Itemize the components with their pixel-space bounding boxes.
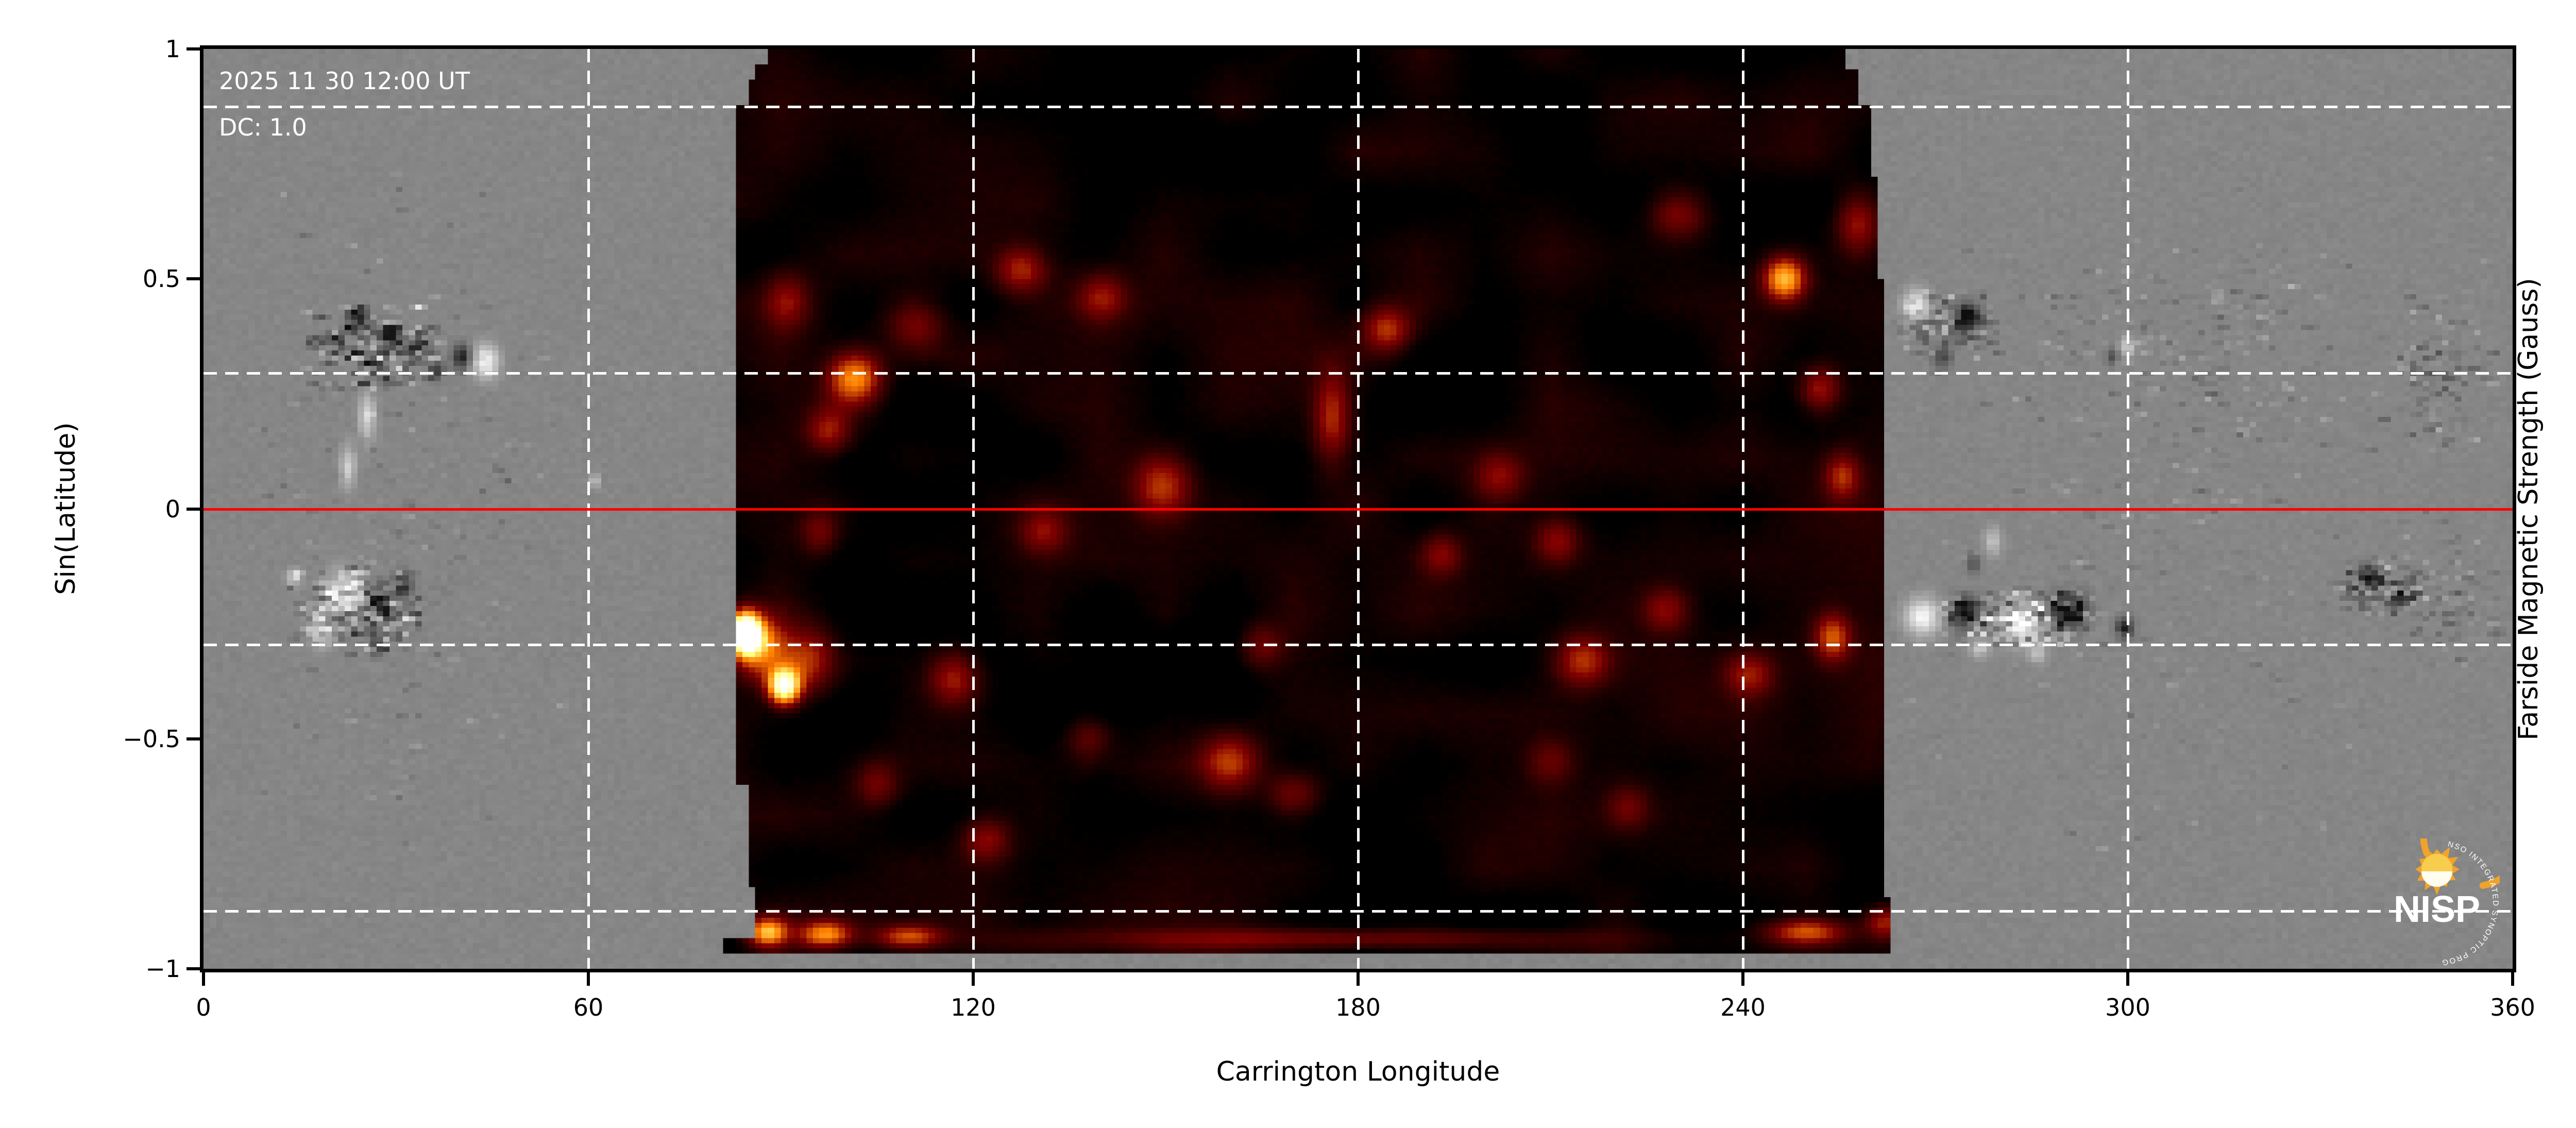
logo-text: NISP	[2394, 889, 2480, 930]
x-tick-label-0: 0	[196, 994, 211, 1021]
plot-area: NISP NSO INTEGRATED SYNOPTIC PROGRAM 202…	[200, 45, 2516, 972]
y-tick--1	[187, 967, 200, 970]
farside-colorbar-label: Farside Magnetic Strength (Gauss)	[2513, 277, 2544, 740]
nisp-logo: NISP NSO INTEGRATED SYNOPTIC PROGRAM	[2371, 838, 2500, 967]
y-tick-label-1: 1	[165, 35, 180, 63]
x-tick-0	[202, 972, 205, 986]
x-tick-240	[1741, 972, 1744, 986]
y-tick--0.5	[187, 737, 200, 740]
y-tick-0	[187, 507, 200, 511]
gridline-horizontal-0.875	[204, 105, 2513, 108]
gridline-horizontal-0.295	[204, 372, 2513, 375]
x-tick-300	[2126, 972, 2129, 986]
y-tick-0.5	[187, 277, 200, 281]
gridline-horizontal--0.295	[204, 643, 2513, 646]
x-tick-label-360: 360	[2490, 994, 2535, 1021]
y-tick-label-0.5: 0.5	[142, 265, 180, 293]
x-tick-180	[1357, 972, 1360, 986]
x-tick-label-120: 120	[951, 994, 996, 1021]
x-tick-120	[972, 972, 975, 986]
y-tick-label--1: −1	[145, 955, 180, 983]
x-axis-label: Carrington Longitude	[1216, 1056, 1500, 1087]
equator-line	[204, 508, 2513, 511]
y-tick-label-0: 0	[165, 495, 180, 523]
map-overlay-text: 2025 11 30 12:00 UT DC: 1.0	[219, 58, 470, 150]
x-tick-label-180: 180	[1335, 994, 1381, 1021]
x-tick-label-300: 300	[2105, 994, 2150, 1021]
x-tick-label-60: 60	[573, 994, 604, 1021]
sun-core-icon	[2421, 871, 2452, 887]
x-tick-360	[2511, 972, 2514, 986]
gridline-horizontal--0.875	[204, 910, 2513, 913]
y-tick-1	[187, 47, 200, 50]
dc-value: DC: 1.0	[219, 113, 307, 141]
x-tick-60	[587, 972, 590, 986]
y-axis-label: Sin(Latitude)	[50, 422, 81, 595]
x-tick-label-240: 240	[1720, 994, 1766, 1021]
y-tick-label--0.5: −0.5	[123, 725, 180, 753]
map-datetime: 2025 11 30 12:00 UT	[219, 67, 470, 95]
